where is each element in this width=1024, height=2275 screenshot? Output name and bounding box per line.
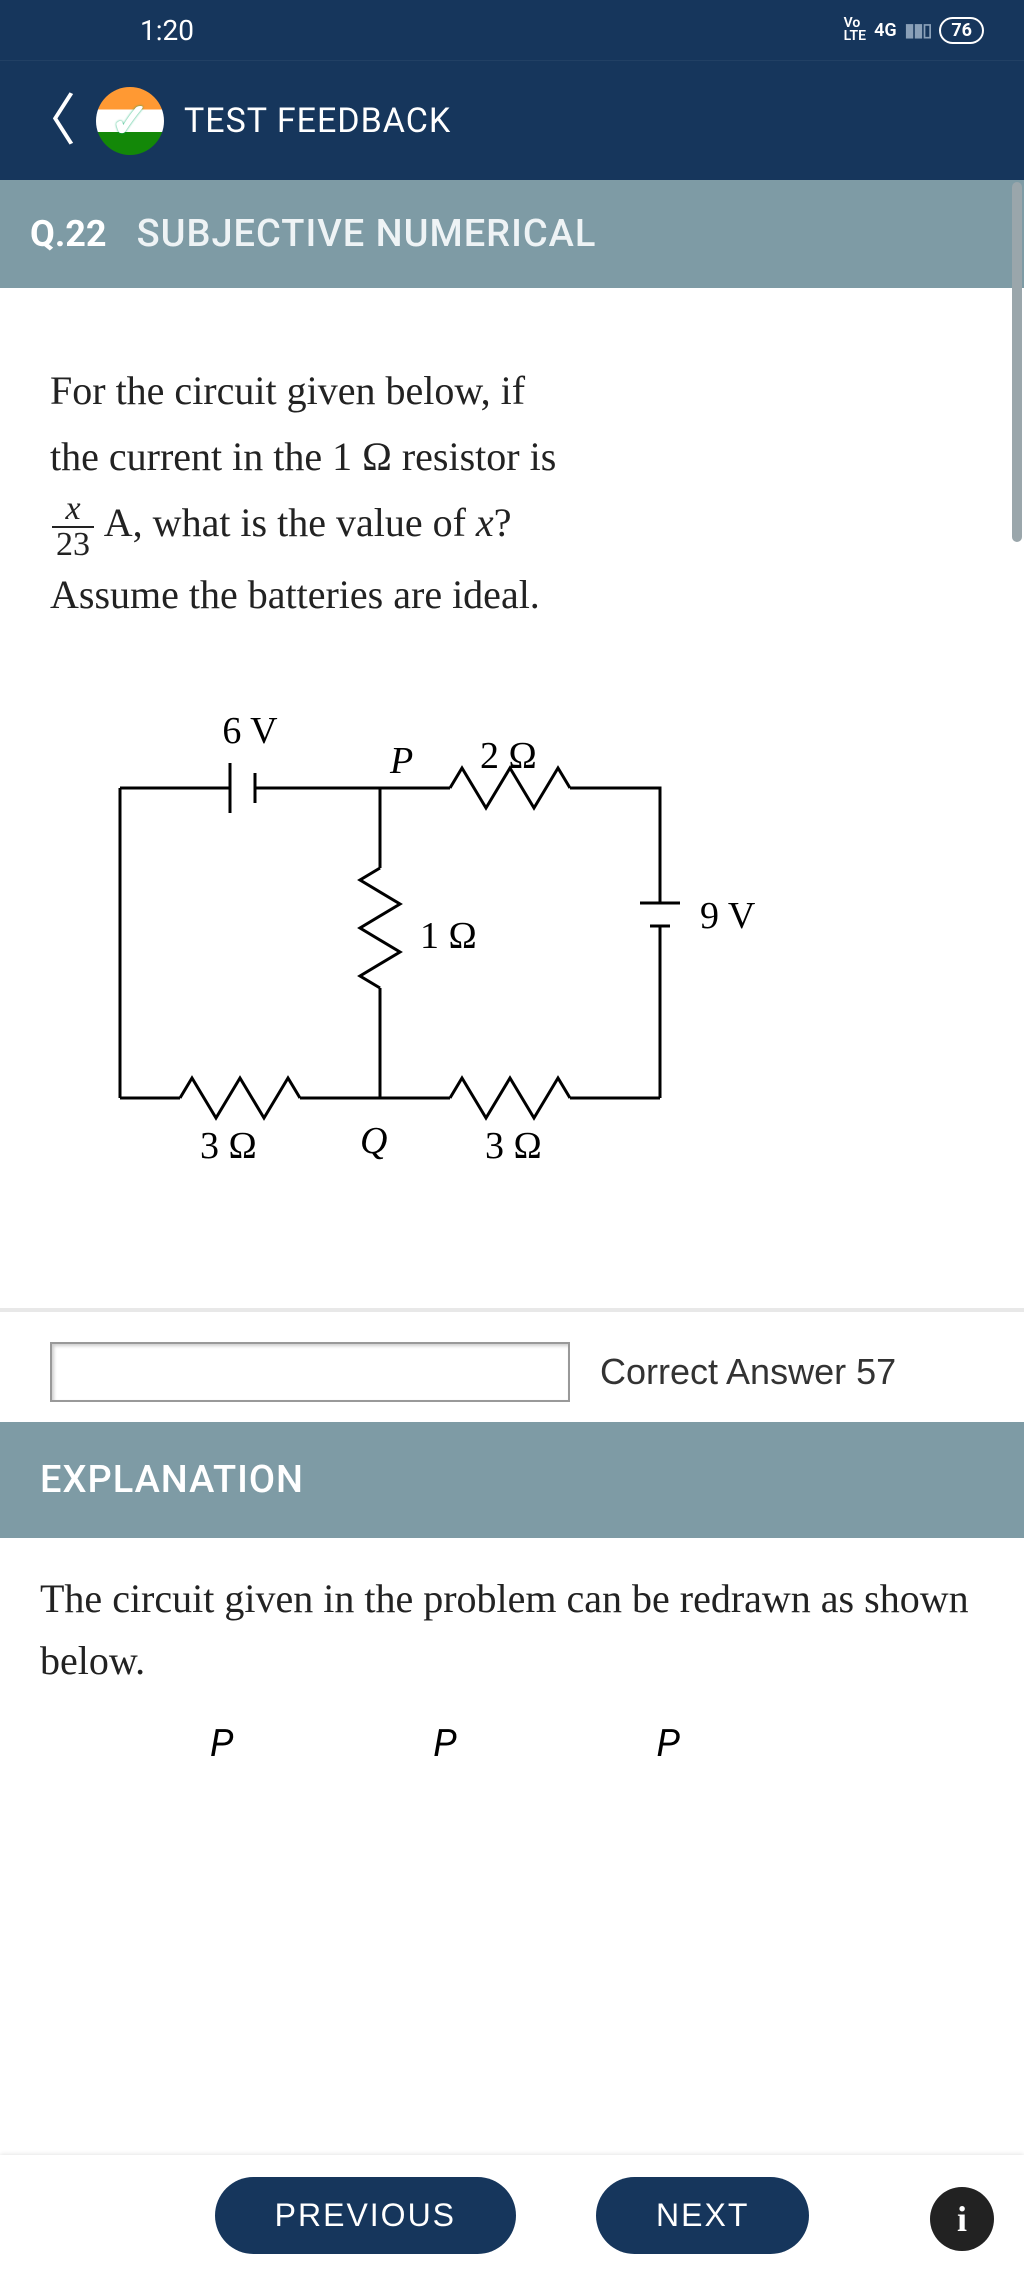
p-label: P — [210, 1722, 233, 1766]
circuit-diagram: 6 V P 2 Ω 1 Ω 9 V Q 3 Ω 3 Ω — [50, 668, 974, 1228]
scrollbar[interactable] — [1012, 182, 1022, 542]
explanation-body: The circuit given in the problem can be … — [0, 1538, 1024, 1702]
back-icon[interactable]: 〈 — [20, 93, 76, 149]
next-button[interactable]: NEXT — [596, 2177, 809, 2254]
battery-level: 76 — [939, 17, 984, 44]
label-9v: 9 V — [700, 895, 756, 937]
fraction: x 23 — [50, 492, 96, 562]
volte-icon: Vo LTE — [844, 17, 866, 42]
explanation-header: EXPLANATION — [0, 1422, 1024, 1538]
info-icon[interactable]: i — [930, 2187, 994, 2251]
question-header: Q.22 SUBJECTIVE NUMERICAL — [0, 180, 1024, 288]
explanation-p-row: P P P — [0, 1722, 1024, 1766]
label-2ohm: 2 Ω — [480, 735, 537, 777]
label-3ohm-left: 3 Ω — [200, 1125, 257, 1167]
question-number: Q.22 — [30, 213, 107, 255]
question-text: For the circuit given below, if the curr… — [50, 358, 974, 628]
answer-row: Correct Answer 57 — [0, 1312, 1024, 1422]
answer-input[interactable] — [50, 1342, 570, 1402]
label-p: P — [389, 740, 413, 782]
network-type: 4G — [874, 20, 897, 41]
p-label: P — [433, 1722, 456, 1766]
app-header: 〈 TEST FEEDBACK — [0, 60, 1024, 180]
previous-button[interactable]: PREVIOUS — [215, 2177, 516, 2254]
bottom-nav: PREVIOUS NEXT — [0, 2155, 1024, 2275]
p-label: P — [657, 1722, 680, 1766]
status-bar: 1:20 Vo LTE 4G 76 — [0, 0, 1024, 60]
correct-answer-label: Correct Answer 57 — [600, 1351, 896, 1393]
label-1ohm: 1 Ω — [420, 915, 477, 957]
label-q: Q — [360, 1120, 387, 1162]
label-3ohm-right: 3 Ω — [485, 1125, 542, 1167]
clock: 1:20 — [140, 14, 194, 47]
page-title: TEST FEEDBACK — [184, 101, 451, 141]
signal-bars-icon — [905, 20, 932, 41]
app-logo-icon — [96, 87, 164, 155]
question-content: For the circuit given below, if the curr… — [0, 288, 1024, 1268]
question-type: SUBJECTIVE NUMERICAL — [137, 212, 597, 256]
status-right: Vo LTE 4G 76 — [844, 17, 984, 44]
label-6v: 6 V — [222, 710, 278, 752]
